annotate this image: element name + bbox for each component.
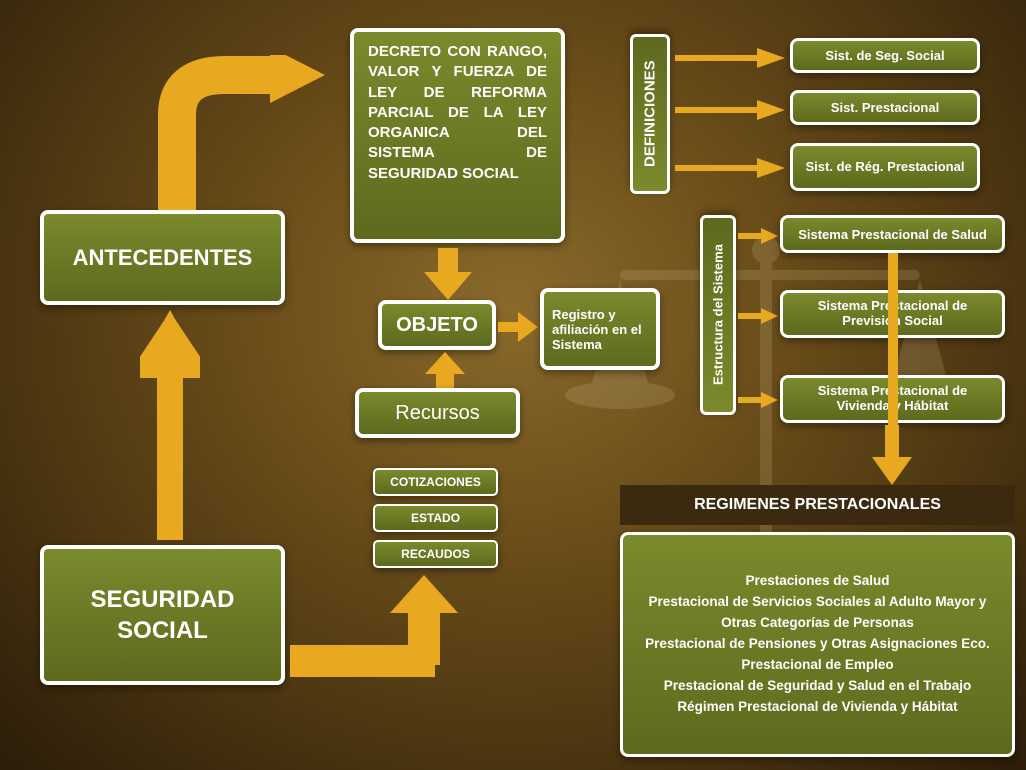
- arrow-down-est: [870, 425, 914, 485]
- arrow-right-objeto: [498, 312, 538, 342]
- estructura-text: Estructura del Sistema: [711, 245, 726, 386]
- def3-box: Sist. de Rég. Prestacional: [790, 143, 980, 191]
- definiciones-vlabel: DEFINICIONES: [630, 34, 670, 194]
- reg-item-0: Prestaciones de Salud: [745, 571, 889, 592]
- decreto-text: DECRETO CON RANGO, VALOR Y FUERZA DE LEY…: [368, 42, 547, 184]
- def2-label: Sist. Prestacional: [831, 100, 939, 115]
- arrow-up-recursos: [420, 352, 470, 392]
- arrow-est-1: [738, 228, 778, 244]
- connector-vertical: [888, 253, 898, 428]
- seguridad-social-box: SEGURIDADSOCIAL: [40, 545, 285, 685]
- registro-box: Registro y afiliación en el Sistema: [540, 288, 660, 370]
- arrow-def-3: [675, 158, 785, 178]
- regimenes-title-box: REGIMENES PRESTACIONALES: [620, 485, 1015, 525]
- arrow-up-seguridad: [140, 310, 200, 540]
- reg-item-3: Prestacional de Empleo: [741, 655, 893, 676]
- regimenes-title-label: REGIMENES PRESTACIONALES: [694, 496, 941, 514]
- def2-box: Sist. Prestacional: [790, 90, 980, 125]
- definiciones-text: DEFINICIONES: [642, 61, 659, 168]
- arrow-l-seguridad: [290, 575, 480, 685]
- est1-box: Sistema Prestacional de Salud: [780, 215, 1005, 253]
- decreto-box: DECRETO CON RANGO, VALOR Y FUERZA DE LEY…: [350, 28, 565, 243]
- arrow-down-decreto: [420, 248, 476, 300]
- cotizaciones-box: COTIZACIONES: [373, 468, 498, 496]
- objeto-label: OBJETO: [396, 314, 478, 337]
- def1-box: Sist. de Seg. Social: [790, 38, 980, 73]
- registro-label: Registro y afiliación en el Sistema: [552, 307, 648, 352]
- seguridad-social-label: SEGURIDADSOCIAL: [90, 584, 234, 646]
- recaudos-label: RECAUDOS: [401, 547, 470, 561]
- arrow-def-2: [675, 100, 785, 120]
- arrow-curve-right: [155, 55, 325, 210]
- estructura-vlabel: Estructura del Sistema: [700, 215, 736, 415]
- recursos-label: Recursos: [395, 402, 479, 425]
- reg-item-2: Prestacional de Pensiones y Otras Asigna…: [645, 634, 990, 655]
- arrow-est-3: [738, 392, 778, 408]
- recursos-box: Recursos: [355, 388, 520, 438]
- reg-item-1: Prestacional de Servicios Sociales al Ad…: [635, 592, 1000, 634]
- arrow-est-2: [738, 308, 778, 324]
- arrow-def-1: [675, 48, 785, 68]
- estado-box: ESTADO: [373, 504, 498, 532]
- reg-item-5: Régimen Prestacional de Vivienda y Hábit…: [677, 697, 957, 718]
- estado-label: ESTADO: [411, 511, 460, 525]
- objeto-box: OBJETO: [378, 300, 496, 350]
- def3-label: Sist. de Rég. Prestacional: [806, 160, 965, 174]
- cotizaciones-label: COTIZACIONES: [390, 475, 481, 489]
- recaudos-box: RECAUDOS: [373, 540, 498, 568]
- regimenes-list-box: Prestaciones de Salud Prestacional de Se…: [620, 532, 1015, 757]
- def1-label: Sist. de Seg. Social: [825, 48, 944, 63]
- est1-label: Sistema Prestacional de Salud: [798, 227, 987, 242]
- reg-item-4: Prestacional de Seguridad y Salud en el …: [664, 676, 972, 697]
- antecedentes-label: ANTECEDENTES: [73, 245, 253, 271]
- antecedentes-box: ANTECEDENTES: [40, 210, 285, 305]
